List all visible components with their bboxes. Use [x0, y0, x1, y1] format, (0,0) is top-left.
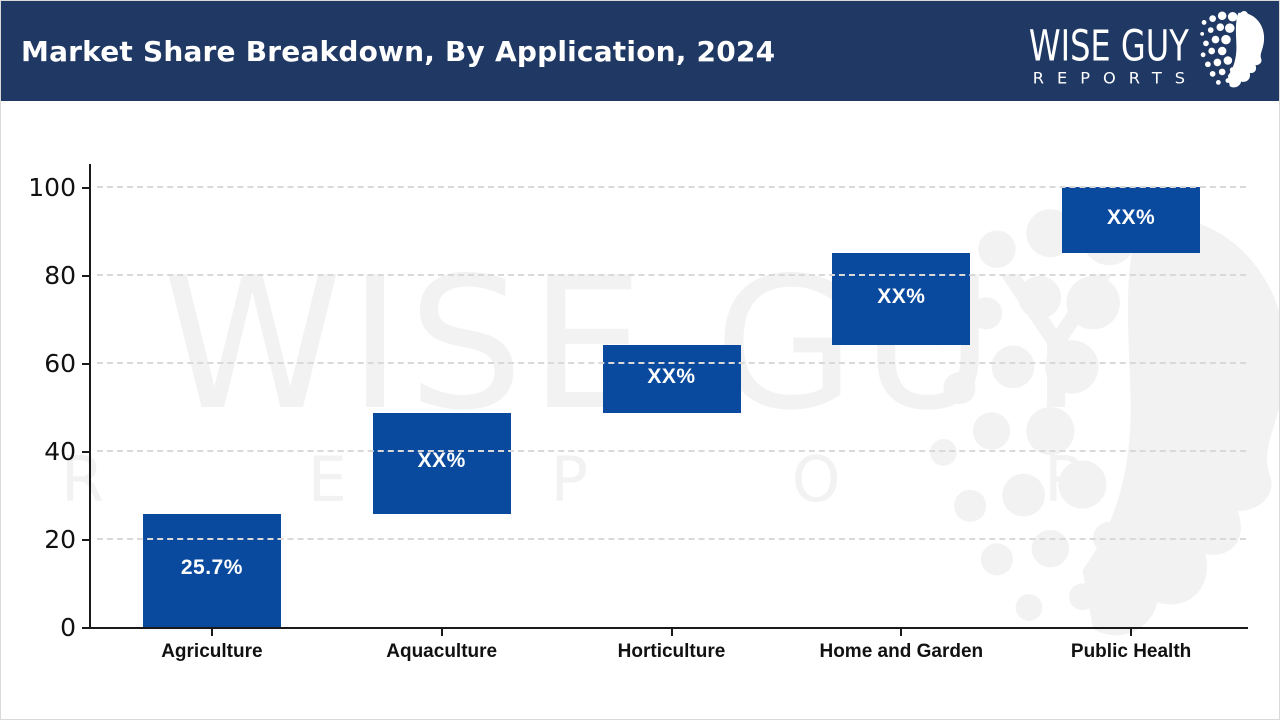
bar-horticulture — [602, 344, 741, 413]
logo-wordmark: WISE GUY — [1029, 22, 1190, 72]
y-tick-mark-40 — [82, 451, 89, 453]
y-tick-label-0: 0 — [60, 613, 76, 642]
chart-title: Market Share Breakdown, By Application, … — [21, 34, 776, 68]
x-tick-mark-agriculture — [210, 629, 213, 636]
header-bar: Market Share Breakdown, By Application, … — [1, 1, 1279, 101]
x-tick-label-home-and-garden: Home and Garden — [819, 641, 984, 662]
y-tick-mark-80 — [82, 275, 89, 277]
y-tick-mark-60 — [82, 363, 89, 365]
x-axis-line — [89, 627, 1248, 629]
y-tick-label-20: 20 — [44, 525, 76, 554]
y-tick-label-40: 40 — [44, 437, 76, 466]
x-tick-label-horticulture: Horticulture — [617, 641, 726, 662]
y-tick-mark-100 — [82, 187, 89, 189]
x-tick-label-public-health: Public Health — [1070, 641, 1192, 662]
bar-value-label-aquaculture: XX% — [417, 449, 466, 473]
bar-aquaculture — [372, 412, 511, 514]
gridline-40 — [97, 450, 1246, 452]
y-tick-mark-0 — [82, 627, 89, 629]
gridline-100 — [97, 186, 1246, 188]
y-tick-label-80: 80 — [44, 261, 76, 290]
gridline-60 — [97, 362, 1246, 364]
y-axis-line — [89, 164, 91, 629]
bar-value-label-horticulture: XX% — [647, 364, 696, 388]
wise-guy-reports-logo: WISE GUY REPORTS — [1029, 11, 1265, 88]
bar-agriculture — [142, 513, 281, 627]
y-tick-mark-20 — [82, 539, 89, 541]
x-tick-mark-horticulture — [670, 629, 673, 636]
x-tick-mark-home-and-garden — [900, 629, 903, 636]
x-tick-label-agriculture: Agriculture — [161, 641, 263, 662]
x-tick-mark-aquaculture — [440, 629, 443, 636]
gridline-20 — [97, 538, 1246, 540]
y-tick-label-60: 60 — [44, 349, 76, 378]
x-tick-mark-public-health — [1130, 629, 1133, 636]
x-tick-label-aquaculture: Aquaculture — [386, 641, 498, 662]
bar-value-label-public-health: XX% — [1107, 206, 1156, 229]
gridline-80 — [97, 274, 1246, 276]
bar-value-label-home-and-garden: XX% — [877, 284, 926, 308]
y-tick-label-100: 100 — [28, 173, 76, 202]
logo-face-icon — [1200, 11, 1265, 88]
bar-value-label-agriculture: 25.7% — [180, 556, 243, 580]
